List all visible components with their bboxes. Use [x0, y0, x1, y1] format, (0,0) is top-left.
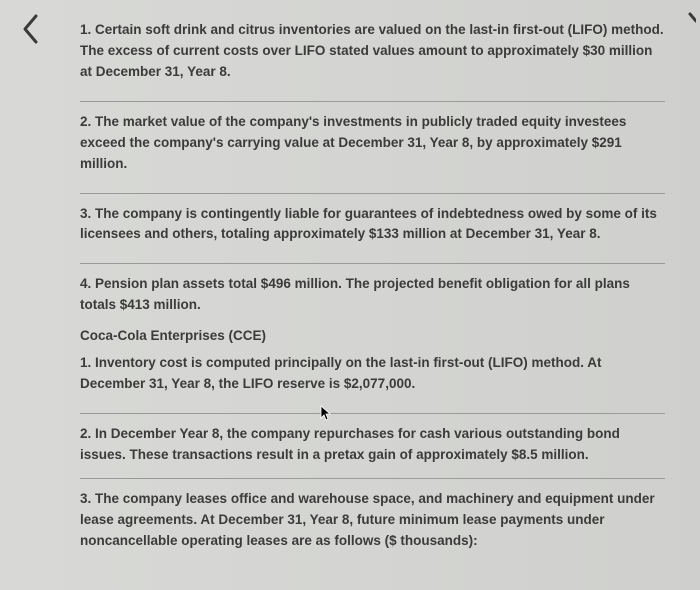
- paragraph-text: 2. The market value of the company's inv…: [80, 112, 665, 175]
- chevron-right-icon: [688, 31, 696, 48]
- section-3: 3. The company is contingently liable fo…: [80, 194, 665, 264]
- back-button[interactable]: [20, 12, 42, 51]
- section-5: 2. In December Year 8, the company repur…: [80, 414, 665, 478]
- section-4: 4. Pension plan assets total $496 millio…: [80, 264, 665, 413]
- section-6: 3. The company leases office and warehou…: [80, 479, 665, 570]
- section-2: 2. The market value of the company's inv…: [80, 102, 665, 193]
- paragraph-text: 1. Certain soft drink and citrus invento…: [80, 20, 665, 83]
- paragraph-text: 3. The company leases office and warehou…: [80, 489, 665, 552]
- paragraph-text: 2. In December Year 8, the company repur…: [80, 424, 665, 466]
- paragraph-text: 1. Inventory cost is computed principall…: [80, 353, 665, 395]
- forward-button-partial[interactable]: [688, 10, 696, 49]
- paragraph-text: 4. Pension plan assets total $496 millio…: [80, 274, 665, 316]
- document-content: 1. Certain soft drink and citrus invento…: [0, 0, 700, 590]
- paragraph-text: 3. The company is contingently liable fo…: [80, 204, 665, 246]
- chevron-left-icon: [20, 33, 42, 50]
- subheading-cce: Coca-Cola Enterprises (CCE): [80, 326, 665, 347]
- section-1: 1. Certain soft drink and citrus invento…: [80, 10, 665, 101]
